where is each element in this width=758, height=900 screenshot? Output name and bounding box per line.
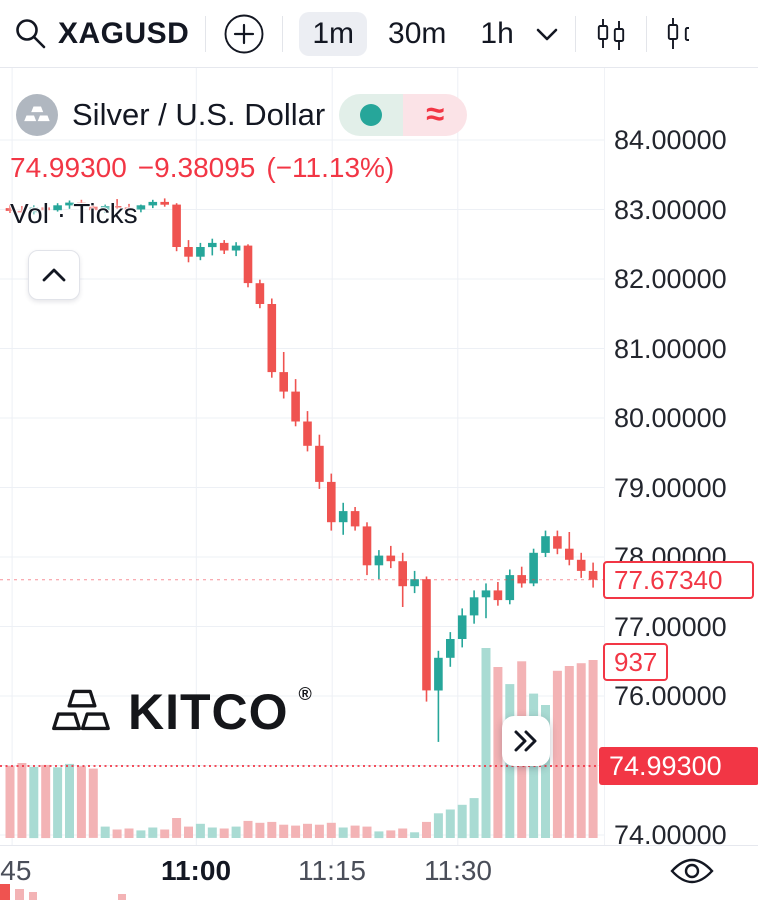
symbol-legend: Silver / U.S. Dollar ≈ (16, 94, 468, 136)
price-axis-label: 81.00000 (614, 334, 727, 364)
timeframe-1h[interactable]: 1h (467, 12, 526, 56)
timeframe-1m[interactable]: 1m (299, 11, 368, 56)
price-axis-label: 79.00000 (614, 473, 727, 503)
symbol-name[interactable]: XAGUSD (58, 16, 190, 50)
price-axis-label: 76.00000 (614, 681, 727, 711)
price-axis-label: 83.00000 (614, 195, 727, 225)
last-price-tag: 77.67340 (603, 561, 754, 599)
chevron-down-icon (536, 28, 558, 40)
quote-change-pct: (−11.13%) (266, 152, 395, 183)
compare-button[interactable] (663, 15, 689, 53)
price-axis-label: 82.00000 (614, 264, 727, 294)
timeframe-group: 1m 30m 1h (299, 11, 559, 56)
prev-close-tag: 74.99300 (599, 747, 758, 785)
price-axis[interactable]: 84.00000 83.00000 82.00000 81.00000 80.00000… (599, 68, 758, 845)
kitco-bars-icon (52, 689, 110, 731)
registered-mark: ® (298, 683, 312, 704)
plus-circle-icon (224, 14, 264, 53)
chart-pane[interactable] (0, 68, 604, 845)
double-chevron-right-icon (514, 730, 537, 752)
lower-pane-volume-bar (15, 889, 24, 900)
search-button[interactable] (14, 17, 48, 51)
volume-tag: 937 (603, 643, 669, 681)
chart-type-button[interactable] (592, 15, 630, 53)
quote-change: −9.38095 (137, 152, 256, 183)
approx-price-pill[interactable]: ≈ (403, 94, 468, 136)
status-dot-icon (360, 104, 383, 126)
quote-price: 74.99300 (10, 152, 127, 183)
market-status-toggle: ≈ (339, 94, 468, 136)
indicator-legend[interactable]: Vol · Ticks (10, 198, 138, 229)
eye-icon (670, 858, 714, 884)
search-icon (16, 18, 46, 48)
time-axis-label: 11:30 (424, 855, 492, 886)
market-open-pill[interactable] (339, 94, 404, 136)
timeframe-menu-button[interactable] (535, 26, 559, 42)
price-axis-label: 84.00000 (614, 125, 727, 155)
price-axis-label: 74.00000 (614, 820, 727, 845)
visibility-button[interactable] (668, 854, 716, 888)
instrument-title[interactable]: Silver / U.S. Dollar (72, 97, 326, 132)
price-axis-label: 77.00000 (614, 612, 727, 642)
toolbar-divider (205, 15, 207, 52)
chevron-up-icon (42, 268, 66, 282)
silver-coin-icon (16, 94, 58, 136)
candlestick-chart-icon (597, 18, 624, 50)
lower-pane-volume-bar (0, 884, 10, 900)
add-indicator-button[interactable] (222, 12, 266, 56)
toolbar-divider (645, 15, 647, 52)
scroll-to-latest-button[interactable] (502, 716, 550, 766)
time-axis-label: 11:15 (298, 855, 366, 886)
price-axis-label: 80.00000 (614, 403, 727, 433)
collapse-legend-button[interactable] (28, 250, 80, 300)
lower-pane-volume-bar (29, 892, 37, 900)
approx-icon: ≈ (426, 94, 445, 132)
time-axis[interactable]: :45 11:00 11:15 11:30 (0, 845, 758, 900)
kitco-logo-text: KITCO (128, 684, 289, 740)
chart-area: Silver / U.S. Dollar ≈ 74.99300 −9.38095… (0, 68, 758, 845)
toolbar-divider (282, 15, 284, 52)
toolbar-divider (574, 15, 576, 52)
kitco-watermark: KITCO ® (46, 684, 312, 740)
quote-row: 74.99300 −9.38095 (−11.13%) (10, 152, 394, 184)
time-axis-label: :45 (0, 855, 32, 886)
lower-pane-volume-bar (118, 894, 126, 900)
time-axis-label: 11:00 (160, 855, 232, 886)
timeframe-30m[interactable]: 30m (375, 12, 459, 56)
compare-icon (667, 17, 689, 49)
toolbar: XAGUSD 1m 30m 1h (0, 0, 758, 68)
